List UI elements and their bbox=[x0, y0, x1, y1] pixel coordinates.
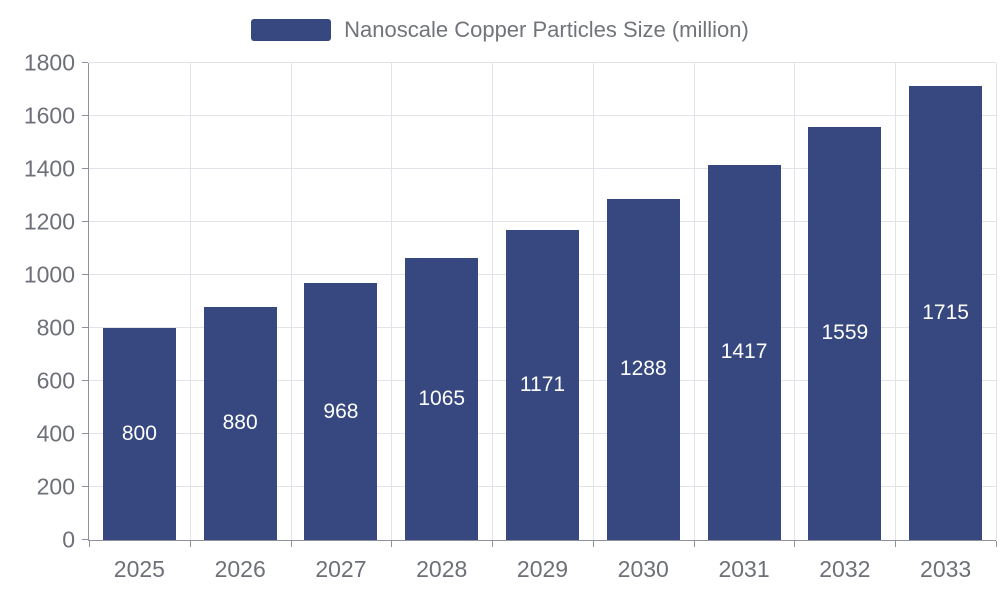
y-axis-tick bbox=[82, 62, 88, 63]
bar-value-label: 1288 bbox=[619, 357, 667, 381]
y-axis-tick bbox=[82, 221, 88, 222]
x-gridline bbox=[693, 63, 695, 540]
x-axis-tick bbox=[693, 541, 695, 547]
bar-value-label: 1417 bbox=[720, 340, 768, 364]
y-axis-label: 1400 bbox=[23, 155, 75, 182]
x-axis-label: 2025 bbox=[113, 556, 165, 582]
x-axis-tick bbox=[794, 541, 796, 547]
x-axis-label: 2026 bbox=[214, 556, 266, 582]
y-gridline bbox=[89, 62, 996, 63]
y-axis-tick bbox=[82, 115, 88, 116]
bar[interactable]: 1417 bbox=[707, 164, 781, 540]
y-axis-label: 800 bbox=[36, 314, 75, 341]
x-axis-tick bbox=[895, 541, 897, 547]
bar-value-label: 1559 bbox=[821, 321, 869, 345]
x-gridline bbox=[189, 63, 191, 540]
x-axis-label: 2030 bbox=[617, 556, 669, 582]
x-gridline bbox=[996, 63, 997, 540]
x-gridline bbox=[290, 63, 292, 540]
x-axis-label: 2027 bbox=[315, 556, 367, 582]
y-axis-label: 400 bbox=[36, 420, 75, 447]
y-axis-tick bbox=[82, 274, 88, 275]
x-axis-tick bbox=[89, 541, 90, 547]
y-axis-tick bbox=[82, 327, 88, 328]
legend-item[interactable]: Nanoscale Copper Particles Size (million… bbox=[0, 17, 1000, 43]
x-axis-label: 2032 bbox=[819, 556, 871, 582]
y-gridline bbox=[89, 168, 996, 169]
y-axis-label: 0 bbox=[62, 526, 75, 553]
y-axis-tick bbox=[82, 168, 88, 169]
bar[interactable]: 1065 bbox=[405, 257, 479, 540]
bar[interactable]: 800 bbox=[102, 328, 176, 540]
bar[interactable]: 1288 bbox=[606, 198, 680, 540]
x-axis-label: 2028 bbox=[416, 556, 468, 582]
bar-value-label: 1715 bbox=[922, 300, 969, 324]
bar[interactable]: 880 bbox=[203, 306, 277, 540]
x-axis-label: 2033 bbox=[920, 556, 972, 582]
bar-value-label: 968 bbox=[323, 399, 359, 423]
bar[interactable]: 1715 bbox=[909, 85, 983, 540]
bar[interactable]: 968 bbox=[304, 283, 378, 540]
x-axis-tick bbox=[492, 541, 494, 547]
x-axis-tick bbox=[996, 541, 997, 547]
y-axis-tick bbox=[82, 433, 88, 434]
bar[interactable]: 1559 bbox=[808, 126, 882, 540]
x-gridline bbox=[592, 63, 594, 540]
x-gridline bbox=[895, 63, 897, 540]
bar-value-label: 880 bbox=[222, 411, 258, 435]
x-gridline bbox=[794, 63, 796, 540]
x-gridline bbox=[492, 63, 494, 540]
bar-value-label: 1065 bbox=[418, 386, 466, 410]
y-axis-tick bbox=[82, 539, 88, 540]
bar-value-label: 1171 bbox=[519, 372, 566, 396]
bar-value-label: 800 bbox=[121, 422, 157, 445]
x-axis-label: 2031 bbox=[718, 556, 770, 582]
x-gridline bbox=[391, 63, 393, 540]
x-axis-tick bbox=[290, 541, 292, 547]
plot-area: 0 200 400 600 800 1000 1200 1400 1600 1800 800 2025… bbox=[24, 50, 997, 582]
y-axis-label: 1200 bbox=[23, 208, 75, 235]
y-axis-label: 1000 bbox=[23, 261, 75, 288]
y-axis-tick bbox=[82, 486, 88, 487]
y-gridline bbox=[89, 221, 996, 222]
x-axis-tick bbox=[592, 541, 594, 547]
y-gridline bbox=[89, 115, 996, 116]
x-axis-tick bbox=[189, 541, 191, 547]
bar[interactable]: 1171 bbox=[506, 229, 579, 540]
y-axis-label: 200 bbox=[36, 473, 75, 500]
y-axis-label: 1800 bbox=[23, 49, 75, 76]
y-axis-tick bbox=[82, 380, 88, 381]
y-axis-label: 600 bbox=[36, 367, 75, 394]
y-axis-label: 1600 bbox=[23, 102, 75, 129]
legend-swatch bbox=[251, 19, 332, 41]
x-axis-tick bbox=[391, 541, 393, 547]
legend-label: Nanoscale Copper Particles Size (million… bbox=[344, 17, 749, 42]
x-axis-label: 2029 bbox=[516, 556, 569, 582]
